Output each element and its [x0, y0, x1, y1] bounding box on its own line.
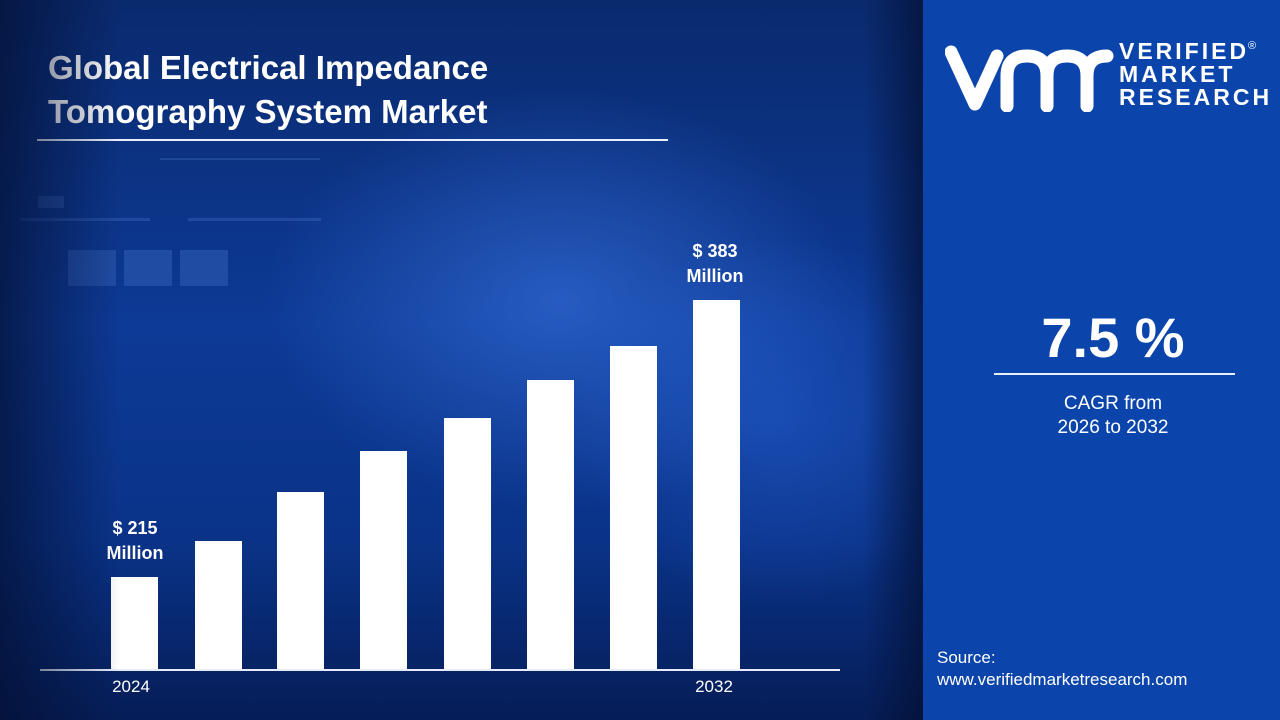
source-label: Source:: [937, 648, 996, 667]
cagr-label: CAGR from 2026 to 2032: [1057, 393, 1169, 438]
registered-mark: ®: [1248, 40, 1257, 52]
chart-panel: Global Electrical Impedance Tomography S…: [0, 0, 923, 720]
end-value-label: $ 383 Million: [686, 241, 744, 286]
title-underline: [37, 139, 668, 141]
background-decoration: [20, 218, 150, 221]
title-line-2: Tomography System Market: [48, 93, 488, 130]
bar-2032: [693, 300, 740, 670]
cagr-value: 7.5 %: [1041, 306, 1185, 369]
bar-2030: [610, 346, 657, 670]
title-line-1: Global Electrical Impedance: [48, 49, 489, 86]
background-decoration: [188, 218, 321, 221]
x-tick-last: 2032: [695, 677, 733, 696]
info-panel: VERIFIED MARKET RESEARCH ® 7.5 % CAGR fr…: [923, 0, 1280, 720]
vmr-logo-icon: [945, 45, 1114, 112]
background-decoration: [124, 250, 172, 286]
x-tick-first: 2024: [112, 677, 150, 696]
source-url: www.verifiedmarketresearch.com: [937, 670, 1188, 689]
start-value-label: $ 215 Million: [106, 518, 164, 563]
bar-2025: [195, 541, 242, 670]
background-decoration: [38, 196, 64, 208]
background-decoration: [160, 158, 320, 160]
bar-2024: [111, 577, 158, 670]
background-decoration: [180, 250, 228, 286]
x-axis-line: [40, 669, 840, 671]
cagr-divider: [994, 373, 1235, 375]
bar-2028: [444, 418, 491, 670]
bar-2029: [527, 380, 574, 670]
bar-2026: [277, 492, 324, 670]
page-title: Global Electrical Impedance Tomography S…: [48, 46, 488, 134]
brand-wordmark: VERIFIED MARKET RESEARCH: [1119, 38, 1273, 110]
source-citation: Source: www.verifiedmarketresearch.com: [937, 647, 1187, 691]
background-decoration: [68, 250, 116, 286]
bar-2027: [360, 451, 407, 670]
